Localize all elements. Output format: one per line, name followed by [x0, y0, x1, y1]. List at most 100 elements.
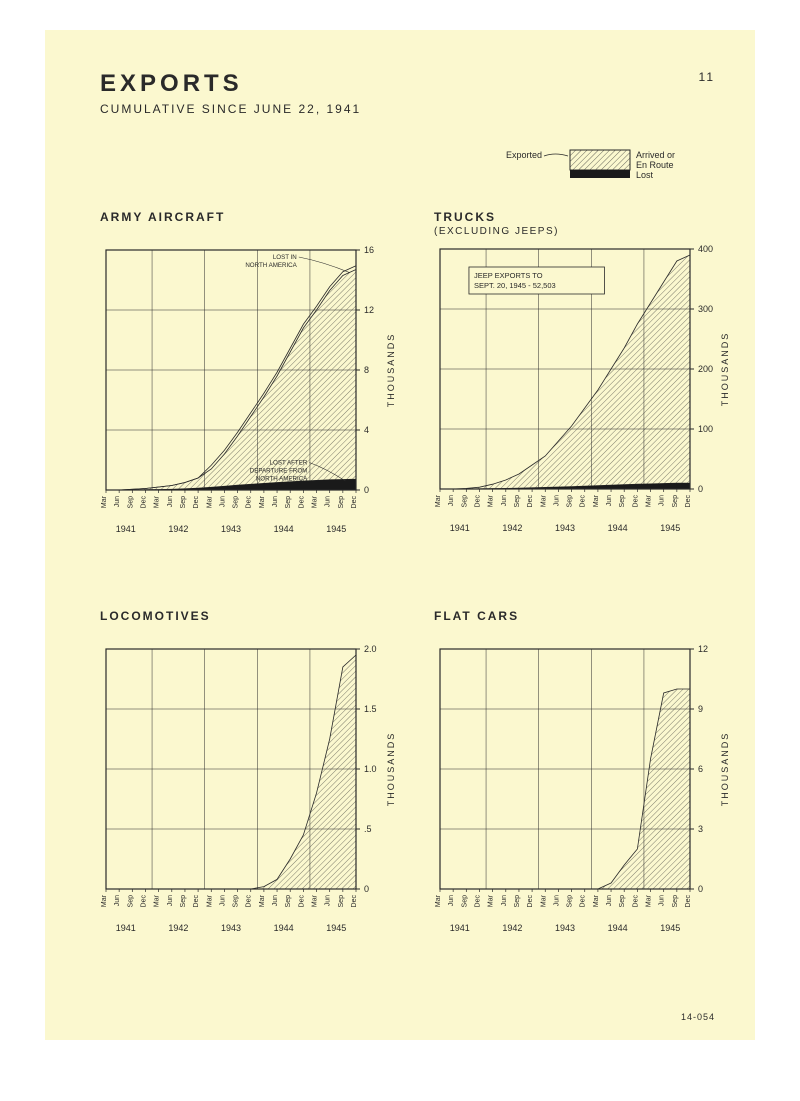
svg-text:1943: 1943: [555, 923, 575, 933]
svg-text:Mar: Mar: [646, 894, 653, 907]
svg-text:1941: 1941: [116, 923, 136, 933]
svg-text:Sep: Sep: [619, 495, 626, 508]
svg-text:Dec: Dec: [298, 895, 305, 908]
svg-text:1945: 1945: [660, 923, 680, 933]
svg-text:Sep: Sep: [461, 495, 468, 508]
svg-text:Mar: Mar: [488, 894, 495, 907]
svg-text:1941: 1941: [450, 523, 470, 533]
svg-text:16: 16: [364, 245, 374, 255]
svg-text:Dec: Dec: [685, 895, 692, 908]
svg-text:2.0: 2.0: [364, 644, 377, 654]
svg-text:0: 0: [364, 884, 369, 894]
svg-text:Sep: Sep: [567, 495, 574, 508]
svg-text:Sep: Sep: [233, 895, 240, 908]
svg-text:Jun: Jun: [606, 895, 613, 906]
svg-text:1944: 1944: [274, 923, 294, 933]
svg-text:1941: 1941: [450, 923, 470, 933]
svg-text:Dec: Dec: [632, 495, 639, 508]
svg-text:Dec: Dec: [632, 895, 639, 908]
svg-text:Sep: Sep: [567, 895, 574, 908]
svg-text:Dec: Dec: [351, 895, 358, 908]
svg-text:9: 9: [698, 704, 703, 714]
svg-text:Jun: Jun: [448, 895, 455, 906]
svg-text:Dec: Dec: [193, 895, 200, 908]
svg-text:Sep: Sep: [180, 496, 187, 509]
svg-text:Sep: Sep: [180, 895, 187, 908]
chart-flat-cars: 036912MarJunSepDecMarJunSepDecMarJunSepD…: [434, 643, 734, 953]
svg-text:Jun: Jun: [659, 495, 666, 506]
svg-text:300: 300: [698, 304, 713, 314]
svg-text:SEPT. 20, 1945 - 52,503: SEPT. 20, 1945 - 52,503: [474, 281, 556, 290]
svg-text:Dec: Dec: [685, 495, 692, 508]
svg-text:Dec: Dec: [140, 496, 147, 509]
svg-text:Sep: Sep: [461, 895, 468, 908]
svg-text:0: 0: [698, 884, 703, 894]
svg-text:THOUSANDS: THOUSANDS: [386, 732, 396, 807]
svg-text:Mar: Mar: [540, 894, 547, 907]
svg-text:THOUSANDS: THOUSANDS: [720, 332, 730, 407]
chart-subtitle: (EXCLUDING JEEPS): [434, 226, 734, 237]
svg-text:NORTH AMERICA: NORTH AMERICA: [256, 476, 308, 483]
svg-text:Mar: Mar: [312, 495, 319, 508]
svg-text:Sep: Sep: [127, 895, 134, 908]
svg-text:Mar: Mar: [259, 495, 266, 508]
svg-text:12: 12: [364, 305, 374, 315]
svg-text:1944: 1944: [608, 923, 628, 933]
svg-text:12: 12: [698, 644, 708, 654]
svg-text:Dec: Dec: [527, 895, 534, 908]
legend-arrived-label-1: Arrived or: [636, 150, 675, 160]
svg-text:3: 3: [698, 824, 703, 834]
svg-text:THOUSANDS: THOUSANDS: [720, 732, 730, 807]
svg-text:Jun: Jun: [606, 495, 613, 506]
svg-text:1944: 1944: [608, 523, 628, 533]
svg-text:Mar: Mar: [435, 894, 442, 907]
svg-text:Jun: Jun: [553, 895, 560, 906]
svg-text:Sep: Sep: [285, 496, 292, 509]
svg-text:1942: 1942: [502, 523, 522, 533]
svg-text:Jun: Jun: [272, 895, 279, 906]
svg-text:8: 8: [364, 365, 369, 375]
svg-text:Dec: Dec: [474, 495, 481, 508]
svg-text:1944: 1944: [274, 524, 294, 534]
svg-text:JEEP EXPORTS TO: JEEP EXPORTS TO: [474, 271, 543, 280]
svg-text:Mar: Mar: [540, 494, 547, 507]
page-title: EXPORTS: [100, 70, 720, 98]
chart-locomotives: 0.51.01.52.0MarJunSepDecMarJunSepDecMarJ…: [100, 643, 400, 953]
svg-text:Dec: Dec: [193, 496, 200, 509]
svg-text:1945: 1945: [660, 523, 680, 533]
svg-text:Mar: Mar: [593, 894, 600, 907]
legend-exported-label: Exported: [506, 150, 542, 160]
svg-text:Mar: Mar: [312, 894, 319, 907]
svg-text:Jun: Jun: [167, 895, 174, 906]
svg-text:Sep: Sep: [672, 495, 679, 508]
chart-title: FLAT CARS: [434, 609, 734, 623]
chart-title: LOCOMOTIVES: [100, 609, 400, 623]
svg-text:Mar: Mar: [593, 494, 600, 507]
svg-text:0: 0: [364, 485, 369, 495]
svg-text:1945: 1945: [326, 923, 346, 933]
panel-army-aircraft: ARMY AIRCRAFT 0481216MarJunSepDecMarJunS…: [100, 210, 400, 554]
svg-text:THOUSANDS: THOUSANDS: [386, 333, 396, 408]
page-number: 11: [699, 70, 715, 84]
chart-subtitle: [434, 625, 734, 637]
svg-text:Dec: Dec: [140, 895, 147, 908]
svg-text:Dec: Dec: [580, 495, 587, 508]
svg-text:4: 4: [364, 425, 369, 435]
svg-text:.5: .5: [364, 824, 372, 834]
svg-text:Jun: Jun: [219, 895, 226, 906]
svg-text:Mar: Mar: [101, 495, 108, 508]
chart-army-aircraft: 0481216MarJunSepDecMarJunSepDecMarJunSep…: [100, 244, 400, 554]
svg-text:Jun: Jun: [167, 496, 174, 507]
svg-text:1942: 1942: [168, 524, 188, 534]
svg-text:Jun: Jun: [448, 495, 455, 506]
svg-text:0: 0: [698, 484, 703, 494]
svg-text:Mar: Mar: [154, 894, 161, 907]
chart-title: TRUCKS: [434, 210, 734, 224]
svg-text:Sep: Sep: [619, 895, 626, 908]
svg-text:Dec: Dec: [527, 495, 534, 508]
panel-locomotives: LOCOMOTIVES 0.51.01.52.0MarJunSepDecMarJ…: [100, 609, 400, 953]
svg-text:Dec: Dec: [351, 496, 358, 509]
svg-text:Sep: Sep: [514, 895, 521, 908]
svg-text:Dec: Dec: [246, 496, 253, 509]
legend-lost-label: Lost: [636, 170, 654, 180]
